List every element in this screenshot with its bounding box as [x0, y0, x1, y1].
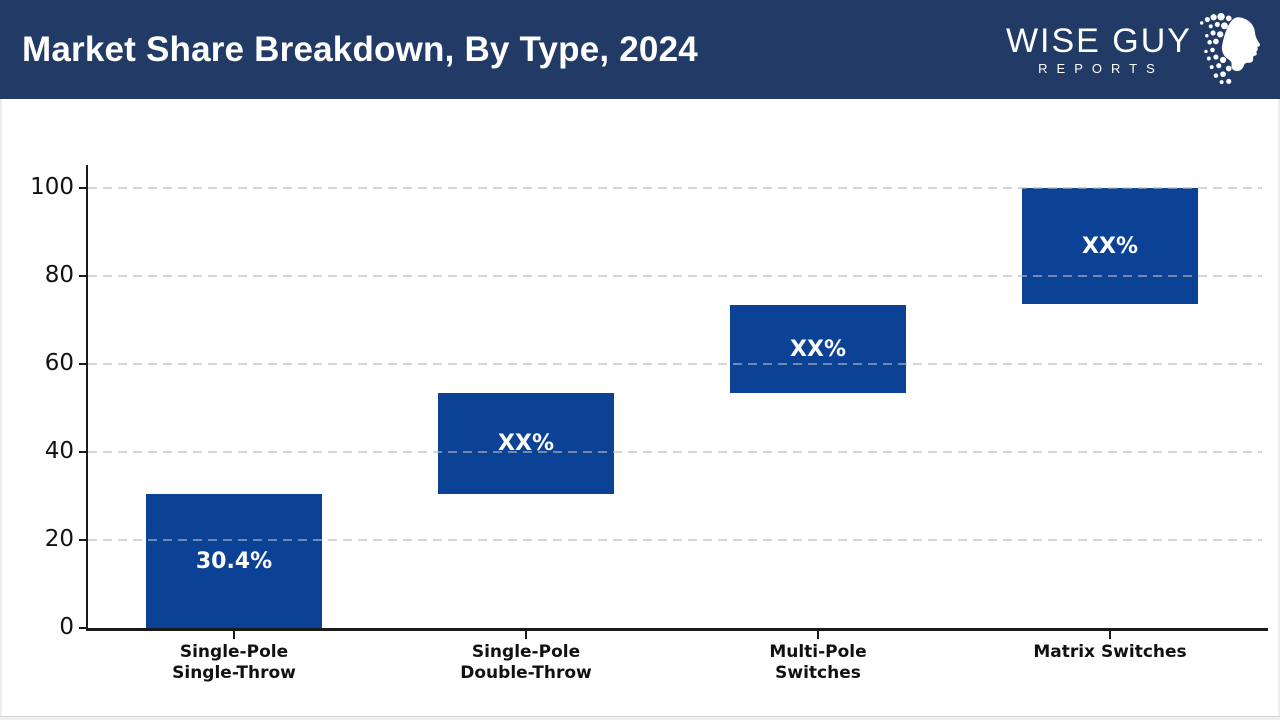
y-axis-tick-label: 20 — [44, 526, 74, 552]
bottom-border-line — [0, 716, 1280, 717]
plot-area: 0 20 40 60 80 100 30.4% Single-Pole Single-Throw… — [0, 99, 1280, 717]
waterfall-bar: 30.4% — [146, 494, 322, 628]
waterfall-bar: XX% — [438, 393, 614, 495]
chart-right-border — [1278, 99, 1280, 717]
y-axis-tick-label: 60 — [44, 350, 74, 376]
waterfall-bar: XX% — [1022, 188, 1198, 305]
logo-text: WISE GUY REPORTS — [1006, 24, 1192, 76]
bar-value-label: 30.4% — [195, 548, 273, 574]
x-axis-category-line: Single-Pole — [471, 642, 581, 662]
bar-value-label: XX% — [790, 336, 846, 362]
y-gridline — [88, 275, 1262, 277]
y-gridline — [88, 451, 1262, 453]
x-axis-category-label: Multi-Pole Switches — [678, 642, 958, 684]
x-axis-category-label: Single-Pole Single-Throw — [94, 642, 374, 684]
x-axis-tick — [525, 630, 527, 639]
x-axis-category-line: Single-Throw — [172, 663, 296, 683]
x-axis-category-line: Single-Pole — [179, 642, 289, 662]
bottom-border-band — [0, 717, 1280, 720]
x-axis-category-line: Matrix Switches — [1033, 642, 1187, 662]
x-axis-tick — [233, 630, 235, 639]
y-axis-tick-label: 100 — [30, 174, 74, 200]
y-axis-tick-label: 80 — [44, 262, 74, 288]
y-axis-spine — [86, 165, 88, 630]
y-axis-tick — [79, 187, 88, 189]
logo-subtext: REPORTS — [1038, 60, 1164, 76]
wiseguy-logo: WISE GUY REPORTS — [1006, 7, 1280, 93]
y-axis-tick — [79, 275, 88, 277]
y-gridline — [88, 187, 1262, 189]
bar-value-label: XX% — [1082, 233, 1138, 259]
y-axis-tick — [79, 627, 88, 629]
x-axis-category-label: Single-Pole Double-Throw — [386, 642, 666, 684]
y-axis-tick — [79, 451, 88, 453]
page-title: Market Share Breakdown, By Type, 2024 — [22, 29, 698, 69]
y-gridline — [88, 363, 1262, 365]
x-axis-tick — [817, 630, 819, 639]
x-axis-category-label: Matrix Switches — [970, 642, 1250, 663]
x-axis-spine — [86, 628, 1268, 631]
logo-head-icon — [1199, 12, 1261, 84]
waterfall-bar: XX% — [730, 305, 906, 394]
chart-left-border — [0, 99, 2, 717]
x-axis-tick — [1109, 630, 1111, 639]
y-axis-tick-label: 0 — [59, 614, 74, 640]
logo-wordmark: WISE GUY — [1005, 21, 1192, 60]
y-axis-tick-label: 40 — [44, 438, 74, 464]
header-bar: Market Share Breakdown, By Type, 2024 WI… — [0, 0, 1280, 99]
x-axis-category-line: Double-Throw — [460, 663, 592, 683]
y-axis-tick — [79, 539, 88, 541]
x-axis-category-line: Switches — [775, 663, 861, 683]
x-axis-category-line: Multi-Pole — [769, 642, 867, 662]
y-axis-tick — [79, 363, 88, 365]
y-gridline — [88, 539, 1262, 541]
